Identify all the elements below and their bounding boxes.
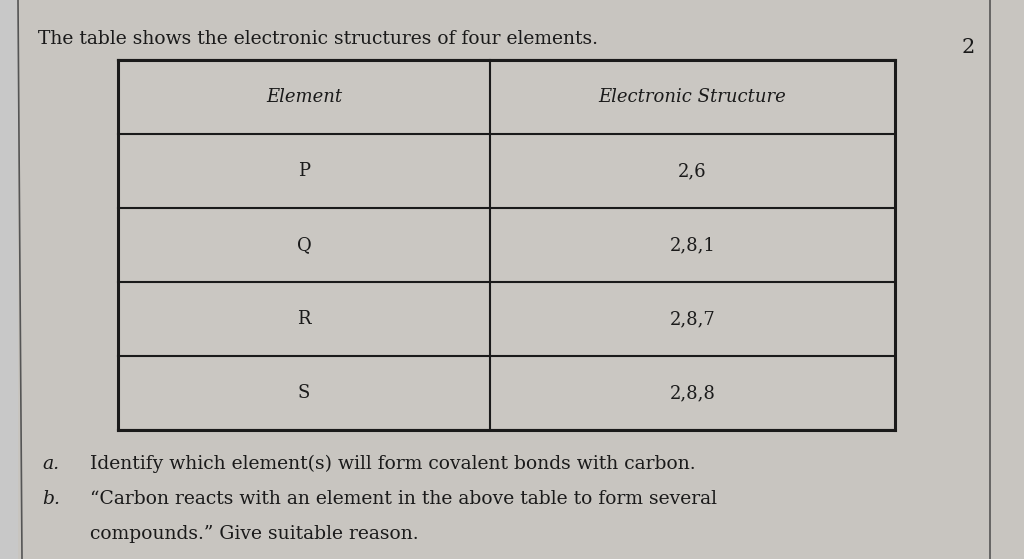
Bar	[118, 60, 895, 430]
Text: Electronic Structure: Electronic Structure	[599, 88, 786, 106]
Text: compounds.” Give suitable reason.: compounds.” Give suitable reason.	[90, 525, 419, 543]
Text: 2,6: 2,6	[678, 162, 707, 180]
Text: Q: Q	[297, 236, 311, 254]
Bar	[118, 282, 895, 356]
Text: Element: Element	[266, 88, 342, 106]
Text: 2,8,8: 2,8,8	[670, 384, 716, 402]
Text: R: R	[297, 310, 310, 328]
Text: “Carbon reacts with an element in the above table to form several: “Carbon reacts with an element in the ab…	[90, 490, 717, 508]
Text: S: S	[298, 384, 310, 402]
Text: P: P	[298, 162, 310, 180]
Text: 2: 2	[962, 38, 975, 57]
Text: 2,8,7: 2,8,7	[670, 310, 716, 328]
Text: The table shows the electronic structures of four elements.: The table shows the electronic structure…	[38, 30, 598, 48]
Text: a.: a.	[42, 455, 59, 473]
Text: b.: b.	[42, 490, 60, 508]
Text: 2,8,1: 2,8,1	[670, 236, 716, 254]
Bar	[118, 60, 895, 134]
Bar	[118, 356, 895, 430]
Text: Identify which element(s) will form covalent bonds with carbon.: Identify which element(s) will form cova…	[90, 455, 695, 473]
Bar	[118, 134, 895, 208]
Bar	[118, 208, 895, 282]
